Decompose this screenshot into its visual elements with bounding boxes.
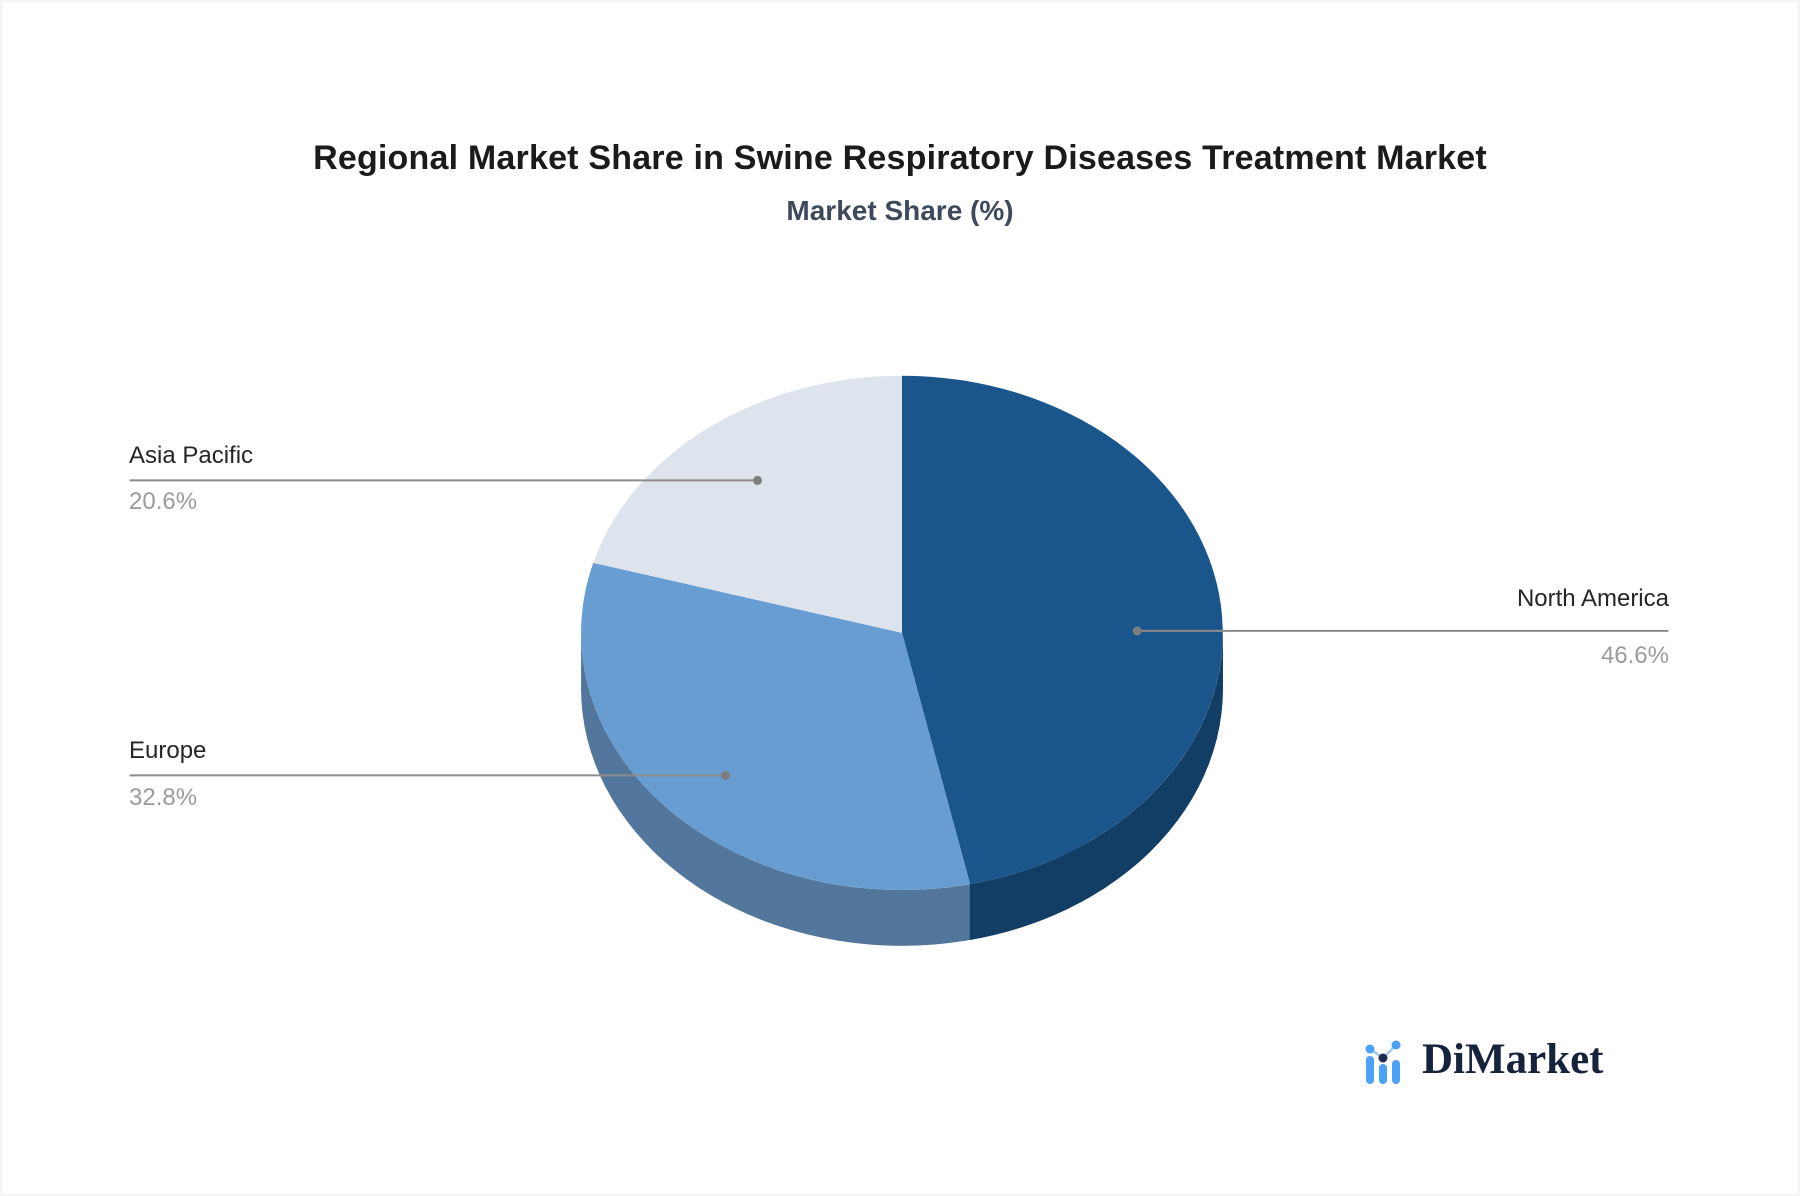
chart-subtitle: Market Share (%)	[786, 195, 1014, 226]
pie-side-north-america	[969, 632, 1223, 940]
pie-slice-north-america[interactable]	[901, 375, 1223, 885]
label-dot-asia-pacific	[752, 475, 762, 485]
pie-slice-europe[interactable]	[581, 562, 971, 890]
pie-slice-asia-pacific[interactable]	[593, 375, 902, 633]
logo: DiMarket	[1365, 1034, 1604, 1086]
chart-title: Regional Market Share in Swine Respirato…	[313, 139, 1487, 177]
label-value-asia-pacific: 20.6%	[129, 488, 198, 515]
label-value-europe: 32.8%	[129, 784, 198, 811]
label-name-north-america: North America	[1516, 585, 1669, 612]
label-name-europe: Europe	[129, 737, 207, 764]
label-dot-europe	[721, 770, 731, 780]
bar-line-chart-icon	[1365, 1040, 1401, 1084]
label-dot-north-america	[1132, 626, 1142, 636]
label-name-asia-pacific: Asia Pacific	[129, 442, 254, 469]
label-value-north-america: 46.6%	[1600, 642, 1669, 669]
logo-text: DiMarket	[1422, 1036, 1604, 1083]
